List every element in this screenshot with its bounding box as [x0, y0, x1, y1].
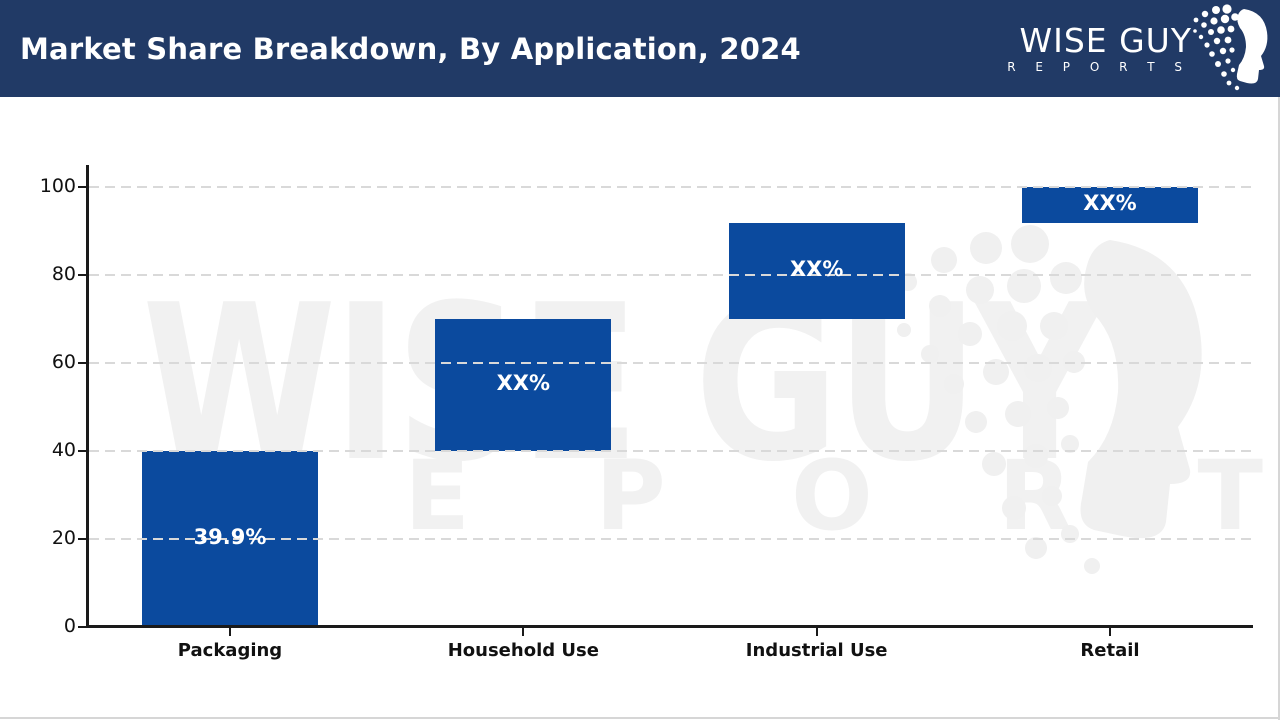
bar-value-label: XX% — [789, 257, 844, 282]
logo-wordmark: WISE GUY — [1019, 20, 1192, 60]
gridline — [89, 274, 1253, 276]
gridline — [89, 186, 1253, 188]
logo-subtitle: R E P O R T S — [1007, 60, 1190, 75]
y-tick-label: 40 — [51, 439, 76, 461]
y-tick-mark — [78, 362, 86, 364]
watermark-head-icon — [897, 225, 1202, 574]
bottom-border-line — [0, 717, 1280, 719]
y-tick-mark — [78, 538, 86, 540]
x-tick-mark — [815, 627, 818, 636]
x-category-label-packaging: Packaging — [177, 640, 283, 661]
x-axis-line — [86, 625, 1253, 628]
gridline — [89, 362, 1253, 364]
bar-retail — [1021, 187, 1198, 223]
bar-household-use — [435, 319, 612, 452]
y-tick-mark — [78, 274, 86, 276]
gridline — [89, 538, 1253, 540]
y-tick-mark — [78, 186, 86, 188]
x-category-label-retail: Retail — [1080, 640, 1140, 661]
bar-value-label: XX% — [1083, 190, 1137, 215]
x-tick-mark — [1108, 627, 1111, 636]
y-tick-mark — [78, 450, 86, 452]
right-border-line — [1278, 0, 1280, 720]
gridline — [89, 450, 1253, 452]
x-category-label-industrial-use: Industrial Use — [745, 640, 888, 661]
logo-text: WISE GUY R E P O R T S — [1007, 20, 1192, 75]
logo-head-icon — [1193, 4, 1268, 91]
bar-industrial-use — [728, 222, 905, 320]
x-category-label-household-use: Household Use — [447, 640, 599, 661]
y-tick-label: 60 — [51, 351, 76, 373]
y-tick-label: 100 — [39, 175, 76, 197]
bar-value-label: 39.9% — [193, 525, 267, 550]
y-tick-mark — [78, 626, 86, 628]
header: Market Share Breakdown, By Application, … — [0, 0, 1280, 97]
y-tick-label: 80 — [51, 263, 76, 285]
y-tick-label: 20 — [51, 527, 76, 549]
x-tick-mark — [229, 627, 231, 636]
bar-value-label: XX% — [496, 371, 551, 396]
y-tick-label: 0 — [63, 615, 76, 637]
y-axis-line — [86, 165, 89, 628]
page-title: Market Share Breakdown, By Application, … — [20, 31, 801, 66]
wise-guy-logo: WISE GUY R E P O R T S — [1007, 4, 1272, 94]
x-tick-mark — [522, 627, 525, 636]
